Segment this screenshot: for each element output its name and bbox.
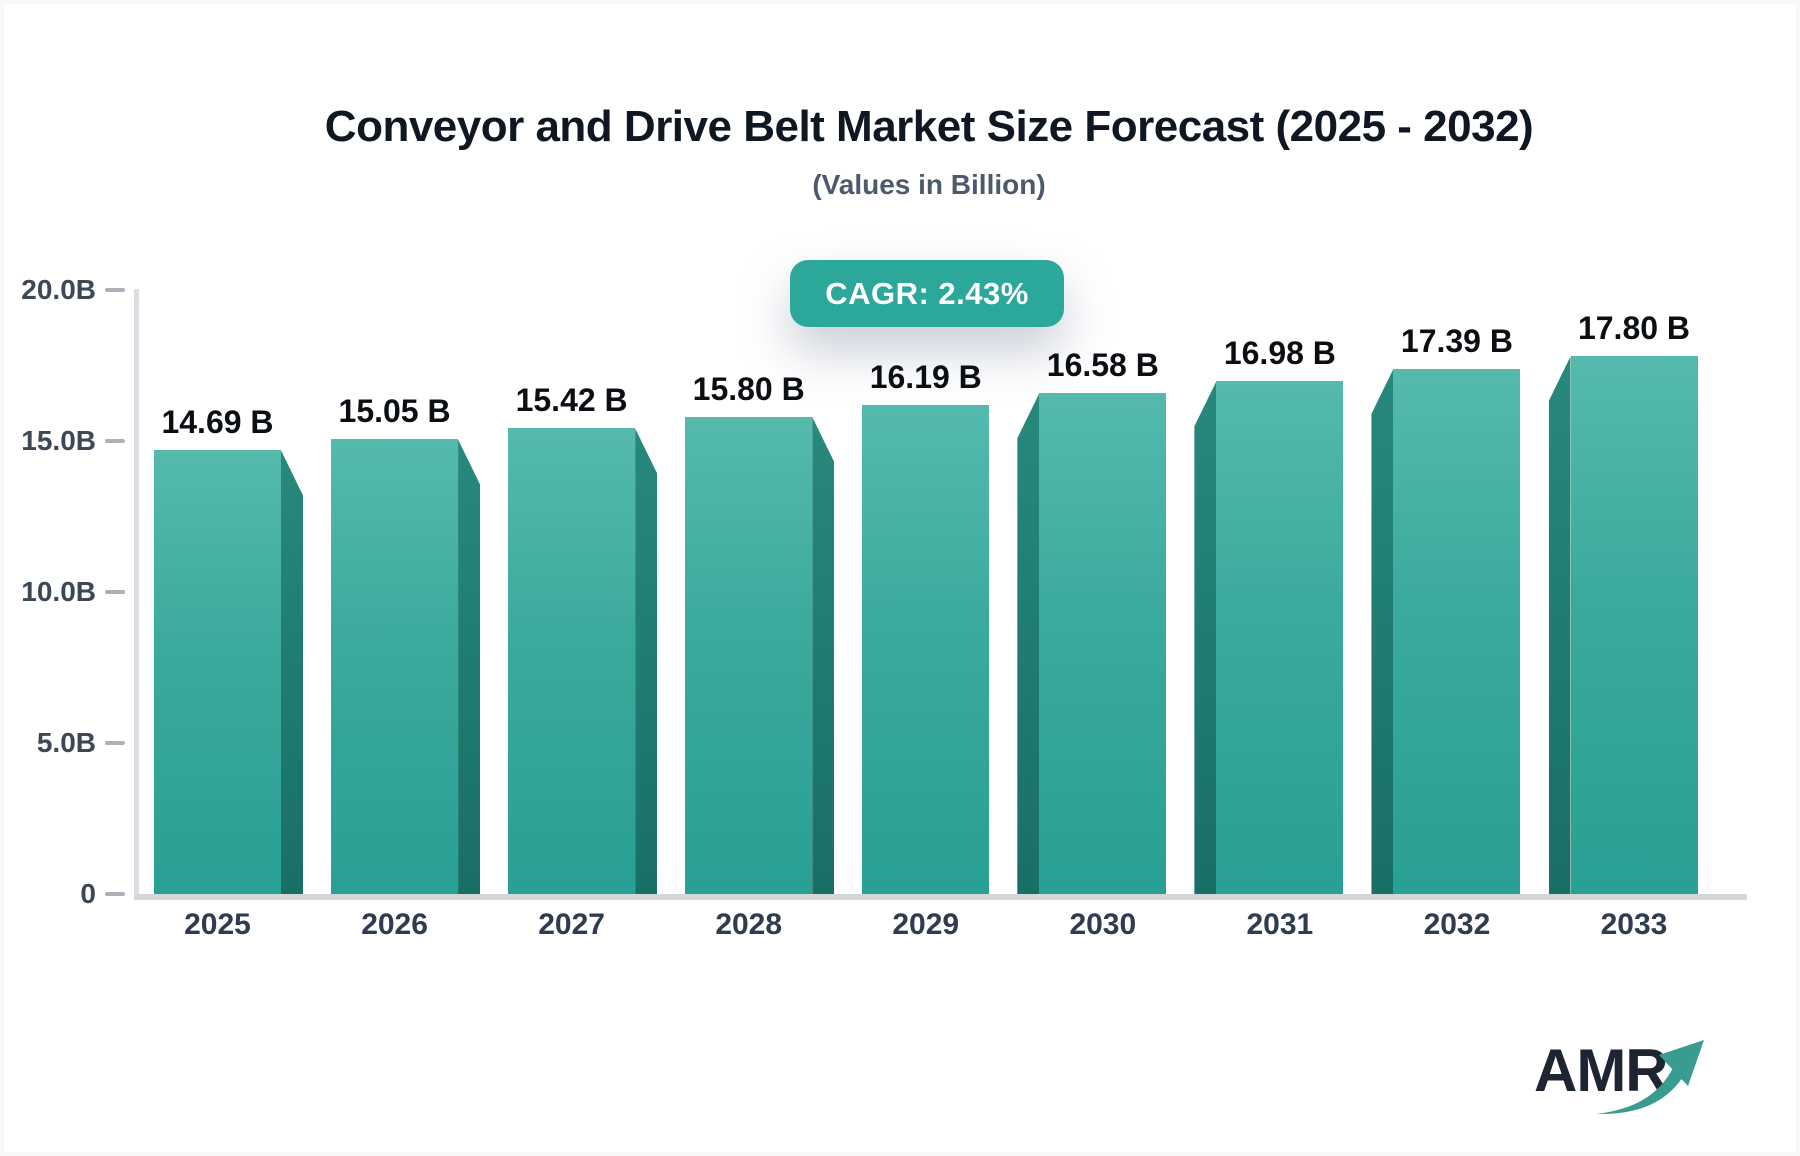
bar-2026	[331, 439, 459, 894]
bar-side	[1017, 393, 1040, 894]
y-tick-dash	[105, 590, 125, 594]
x-axis-label: 2025	[184, 908, 251, 941]
x-axis-label: 2032	[1423, 908, 1491, 941]
bar-side	[1194, 381, 1217, 894]
bar-2033	[1570, 356, 1698, 894]
x-axis-label: 2028	[715, 908, 783, 941]
x-axis-label: 2026	[361, 908, 428, 941]
y-axis-label: 15.0B	[21, 425, 96, 456]
bar-side	[1371, 368, 1394, 894]
bar-value-label: 16.19 B	[869, 359, 982, 396]
bar-side	[281, 450, 303, 894]
amr-logo-text: AMR	[1534, 1037, 1669, 1104]
y-tick-dash	[105, 288, 125, 292]
y-axis-label: 0	[80, 878, 96, 909]
chart-title: Conveyor and Drive Belt Market Size Fore…	[324, 102, 1534, 151]
x-axis-label: 2031	[1246, 908, 1314, 941]
growth-arrow-icon	[1596, 1040, 1704, 1115]
bar-side	[812, 416, 835, 894]
y-axis-label: 20.0B	[21, 274, 96, 305]
bar-2030	[1039, 393, 1167, 894]
x-axis-label: 2030	[1069, 908, 1137, 941]
bar-value-label: 16.58 B	[1046, 347, 1159, 384]
y-tick-dash	[105, 741, 125, 745]
bar-value-label: 17.80 B	[1577, 310, 1691, 347]
bar-side	[1548, 356, 1571, 894]
y-axis-line	[134, 289, 139, 900]
bar-2027	[508, 428, 636, 894]
bar-value-label: 17.39 B	[1400, 322, 1513, 359]
x-axis-label: 2033	[1600, 908, 1668, 941]
y-axis-label: 10.0B	[21, 576, 96, 607]
y-tick-dash	[105, 892, 125, 896]
bar-value-label: 15.42 B	[515, 382, 628, 419]
bar-value-label: 14.69 B	[161, 404, 274, 441]
bar-2028	[685, 416, 813, 894]
bar-side	[458, 439, 481, 894]
x-axis-label: 2029	[892, 908, 960, 941]
bar-value-label: 15.05 B	[338, 393, 451, 430]
cagr-badge: CAGR: 2.43%	[790, 260, 1064, 327]
x-axis-line	[134, 894, 1747, 900]
bar-value-label: 16.98 B	[1223, 335, 1336, 372]
y-axis-label: 5.0B	[36, 727, 96, 758]
bar-2032	[1393, 368, 1521, 894]
y-tick-dash	[105, 439, 125, 443]
bar-2029	[862, 405, 990, 894]
x-axis-label: 2027	[538, 908, 605, 941]
bar-side	[635, 428, 658, 894]
bar-2025	[154, 450, 281, 894]
bar-value-label: 15.80 B	[692, 370, 805, 407]
bar-2031	[1216, 381, 1344, 894]
amr-logo: AMR	[1528, 1034, 1738, 1144]
chart-subtitle: (Values in Billion)	[812, 169, 1046, 200]
